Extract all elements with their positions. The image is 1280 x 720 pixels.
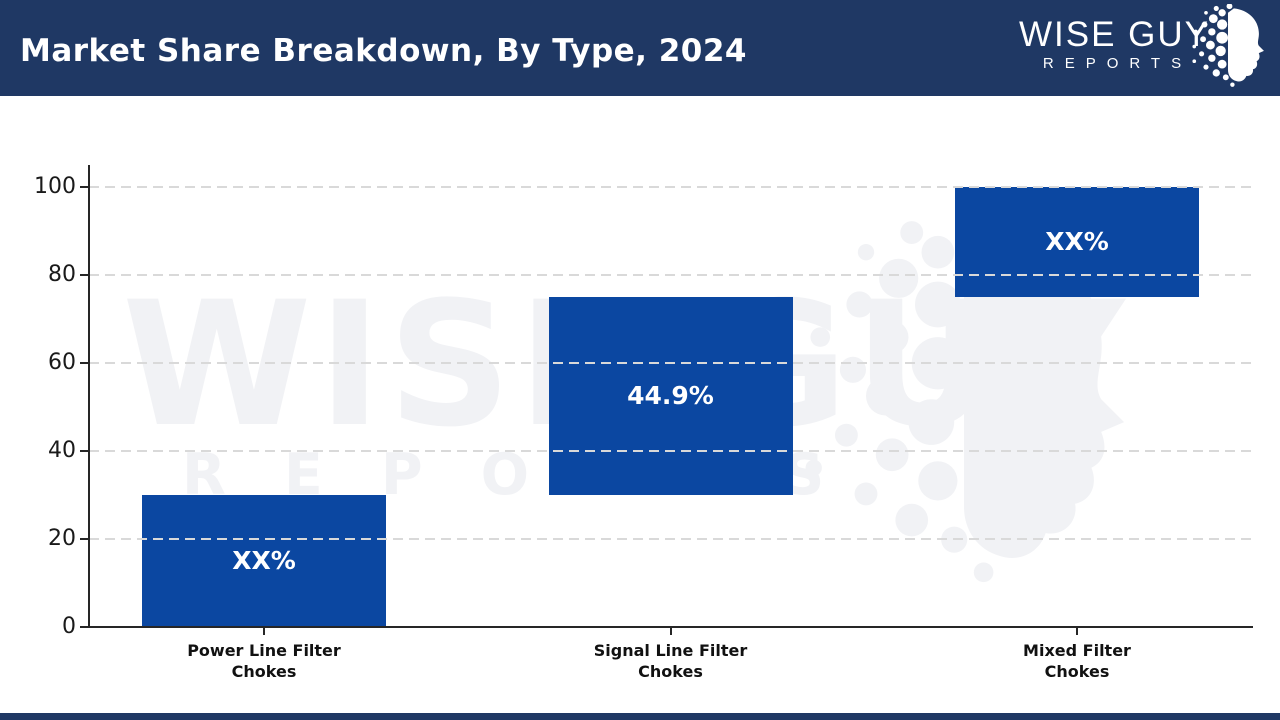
y-axis-tick — [80, 450, 88, 452]
footer-strip — [0, 713, 1280, 720]
wiseguy-face-logo-icon — [1184, 4, 1272, 92]
y-axis-tick — [80, 274, 88, 276]
y-axis-tick — [80, 186, 88, 188]
x-axis-tick — [669, 628, 672, 635]
gridline — [89, 450, 1253, 452]
bar-value-label: 44.9% — [627, 381, 714, 411]
y-axis-tick-label: 0 — [62, 614, 76, 639]
header-bar: Market Share Breakdown, By Type, 2024 WI… — [0, 0, 1280, 96]
y-axis-tick — [80, 626, 88, 628]
y-axis-tick-label: 80 — [48, 262, 76, 287]
bar — [142, 495, 386, 627]
x-axis-tick — [1076, 628, 1078, 635]
x-axis-tick — [263, 628, 265, 635]
bar — [548, 297, 793, 495]
x-axis-spine — [88, 626, 1253, 628]
bar-value-label: XX% — [1045, 227, 1109, 257]
y-axis-tick — [80, 538, 88, 540]
bar-value-label: XX% — [232, 546, 296, 575]
gridline — [89, 362, 1253, 364]
y-axis-tick-label: 100 — [34, 174, 76, 199]
brand-logo-text: WISE GUY — [1018, 15, 1210, 54]
y-axis-tick-label: 60 — [48, 350, 76, 375]
page-title: Market Share Breakdown, By Type, 2024 — [20, 33, 748, 69]
brand-logo-subtext: REPORTS — [1042, 55, 1193, 72]
brand-logo: WISE GUY REPORTS — [1019, 16, 1210, 73]
x-axis-tick-label: Mixed Filter Chokes — [1023, 641, 1131, 681]
y-axis-spine — [88, 165, 90, 628]
x-axis-tick-label: Signal Line Filter Chokes — [593, 641, 748, 681]
gridline — [89, 186, 1253, 188]
y-axis-tick — [80, 362, 88, 364]
gridline — [89, 274, 1253, 276]
y-axis-tick-label: 20 — [48, 526, 76, 551]
y-axis-tick-label: 40 — [48, 438, 76, 463]
x-axis-tick-label: Power Line Filter Chokes — [187, 641, 341, 681]
gridline — [89, 538, 1253, 540]
